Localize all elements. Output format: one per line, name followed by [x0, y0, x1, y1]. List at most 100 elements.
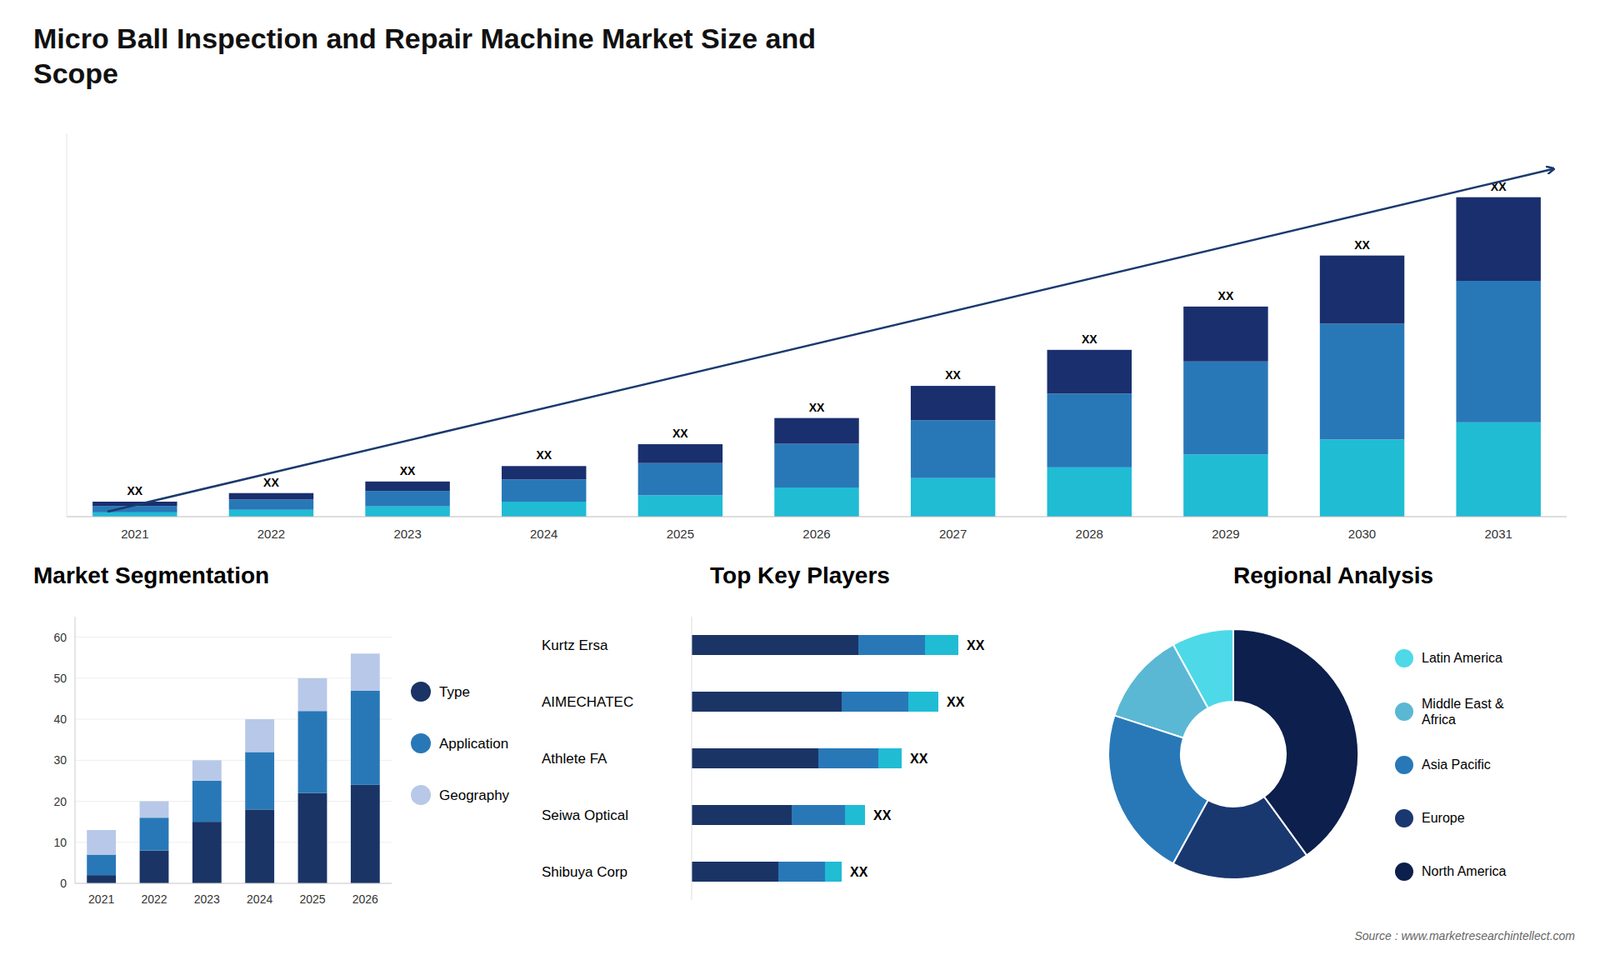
text-line: Regional Analysis	[1233, 562, 1434, 589]
text-line: XX	[400, 464, 416, 478]
bar-segment	[298, 678, 328, 711]
bar-segment	[878, 748, 902, 769]
bar-segment	[245, 719, 275, 752]
bar-segment	[140, 850, 170, 884]
bar-segment	[1047, 467, 1132, 517]
x-tick-label: 2024	[246, 892, 273, 906]
y-tick-label: 40	[53, 712, 67, 726]
text-line: 2022	[140, 892, 167, 906]
x-tick-label: 2030	[1348, 526, 1376, 541]
bar-segment	[691, 861, 779, 882]
text-line: XX	[1354, 238, 1370, 252]
bar-segment	[1455, 280, 1540, 423]
bar-segment	[774, 418, 859, 445]
total-label: XX	[850, 865, 869, 880]
text-line: Middle East &	[1421, 696, 1505, 711]
total-label: XX	[400, 464, 416, 478]
bars	[86, 653, 380, 884]
x-axis-line	[75, 883, 392, 885]
background	[0, 0, 1600, 955]
bar-segment	[1047, 393, 1132, 468]
legend-label: Application	[439, 735, 509, 752]
text-line: Scope	[33, 57, 119, 90]
text-line: 2026	[802, 526, 830, 541]
text-line: Kurtz Ersa	[541, 637, 609, 654]
bar-segment	[350, 690, 380, 785]
bar-segment	[691, 748, 819, 769]
text-line: Market Segmentation	[33, 562, 270, 589]
grid-line	[75, 800, 392, 802]
text-line: XX	[1081, 332, 1098, 346]
total-label: XX	[535, 448, 552, 462]
bar-segment	[92, 505, 177, 513]
bars	[691, 635, 959, 882]
bar-segment	[86, 855, 116, 876]
bar-segment	[140, 801, 170, 819]
legend-label: Asia Pacific	[1421, 757, 1491, 772]
bar-segment	[1183, 454, 1268, 517]
x-tick-label: 2027	[939, 526, 967, 541]
title: Micro Ball Inspection and Repair Machine…	[33, 22, 816, 90]
bar-segment	[841, 691, 909, 712]
text-line: 0	[60, 876, 67, 890]
y-tick-label: 60	[53, 630, 67, 645]
x-tick-label: 2023	[194, 892, 220, 906]
text-line: 2031	[1484, 526, 1512, 541]
section-title: Market Segmentation	[33, 562, 270, 589]
text-line: XX	[1218, 289, 1235, 303]
x-tick-label: 2028	[1075, 526, 1104, 541]
text-line: Top Key Players	[710, 562, 890, 589]
total-label: XX	[1218, 289, 1235, 303]
text-line: 2023	[393, 526, 421, 541]
text-line: Africa	[1421, 712, 1456, 727]
y-tick-label: Seiwa Optical	[541, 807, 629, 824]
bar-segment	[86, 875, 116, 884]
text-line: Geography	[439, 787, 510, 804]
text-line: Athlete FA	[541, 750, 608, 767]
bar-segment	[501, 479, 586, 502]
x-tick-label: 2025	[666, 526, 695, 541]
bar-segment	[1320, 439, 1405, 517]
bar-segment	[229, 493, 314, 500]
bar-segment	[774, 487, 859, 517]
text-line: 2029	[1211, 526, 1240, 541]
bar-segment	[229, 510, 314, 517]
bar-segment	[778, 861, 825, 882]
bar-segment	[245, 751, 275, 810]
bar-segment	[229, 499, 314, 510]
bar-segment	[365, 506, 450, 517]
bar-segment	[298, 793, 328, 884]
total-label: XX	[910, 751, 929, 766]
text-line: XX	[850, 865, 869, 880]
legend-swatch	[410, 681, 431, 702]
bar-segment	[638, 463, 723, 496]
total-label: XX	[672, 426, 689, 440]
bar-segment	[691, 691, 842, 712]
bar-segment	[140, 817, 170, 850]
bar-segment	[92, 512, 177, 517]
bar-segment	[638, 444, 723, 464]
y-tick-label: 50	[53, 671, 67, 685]
total-label: XX	[946, 695, 965, 710]
grid-line	[75, 760, 392, 761]
text-line: 2022	[257, 526, 285, 541]
bar-segment	[1183, 306, 1268, 362]
bar-segment	[858, 635, 925, 655]
text-line: XX	[809, 400, 825, 415]
legend-label: North America	[1421, 864, 1506, 879]
bar-segment	[1183, 361, 1268, 455]
text-line: Application	[439, 735, 509, 752]
x-tick-label: 2022	[140, 892, 167, 906]
bar-segment	[910, 478, 995, 517]
y-tick-label: 10	[53, 835, 67, 850]
bar-segment	[910, 420, 995, 478]
text-line: 2021	[88, 892, 115, 906]
trend-arrow	[107, 169, 1554, 512]
text-line: 2021	[120, 526, 149, 541]
source: Source : www.marketresearchintellect.com	[1354, 929, 1575, 943]
x-tick-label: 2026	[802, 526, 830, 541]
text-line: 30	[53, 753, 67, 767]
text-line: Europe	[1421, 810, 1465, 825]
section-title: Top Key Players	[710, 562, 890, 589]
bar-segment	[825, 861, 842, 882]
